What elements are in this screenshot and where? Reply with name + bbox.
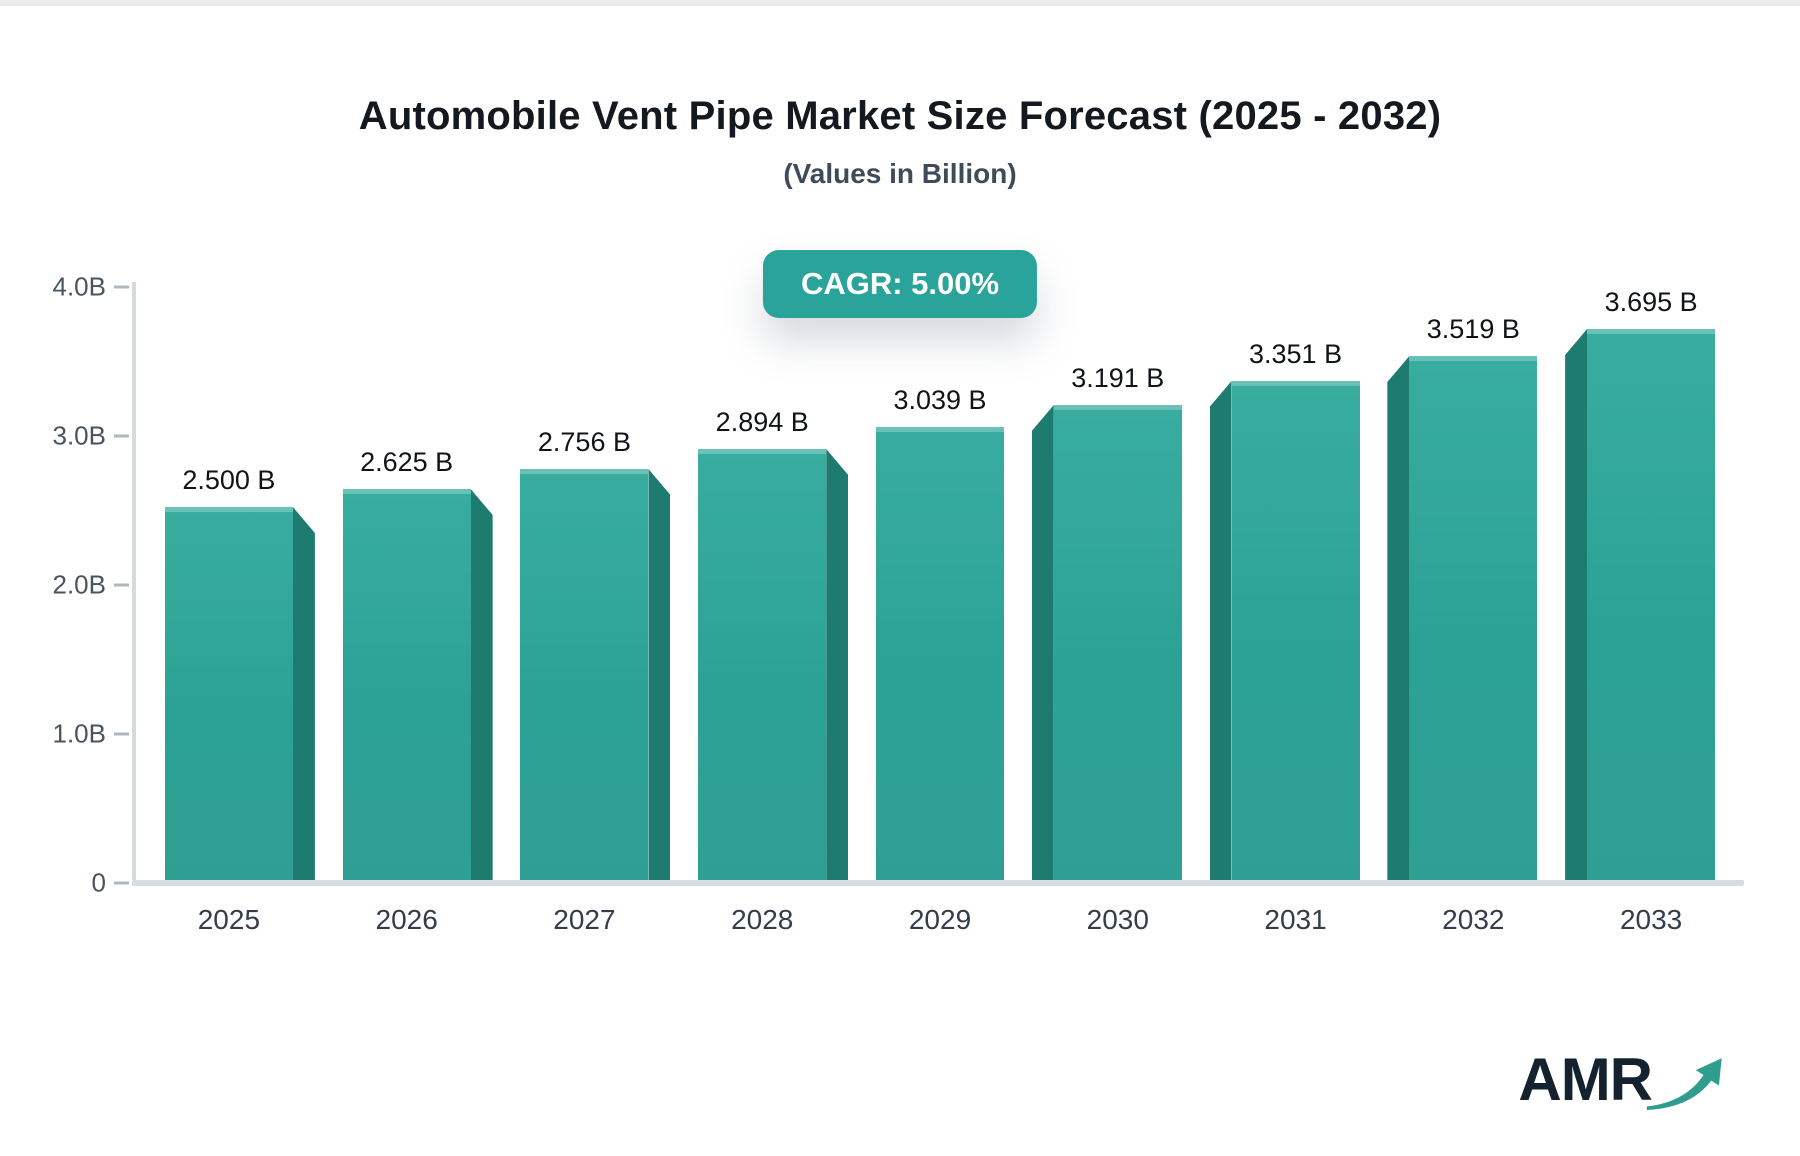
- bar-value-label: 3.039 B: [893, 385, 987, 415]
- bar-value-label: 3.191 B: [1071, 363, 1165, 393]
- bar-top-highlight: [342, 489, 471, 494]
- x-axis-label: 2030: [1086, 904, 1149, 935]
- bar-top-highlight: [1587, 329, 1716, 334]
- bar-value-label: 3.351 B: [1249, 339, 1343, 369]
- bar-value-label: 2.894 B: [715, 407, 809, 437]
- bar-2031: [1231, 381, 1360, 880]
- y-axis-tick-label: 1.0B: [52, 718, 107, 749]
- bar-value-label: 3.519 B: [1426, 314, 1520, 344]
- bar-top-highlight: [1409, 356, 1538, 361]
- top-border-strip: [0, 0, 1800, 6]
- y-axis-tick-mark: [114, 732, 129, 736]
- bar-value-label: 2.500 B: [182, 465, 276, 495]
- bar-2032: [1409, 356, 1538, 880]
- bar-top-highlight: [164, 507, 293, 512]
- bar-2028: [698, 449, 827, 880]
- y-axis-tick-label: 2.0B: [52, 569, 107, 600]
- y-axis-tick-mark: [114, 434, 129, 438]
- bar-value-label: 3.695 B: [1604, 287, 1698, 317]
- bar-2029: [876, 427, 1004, 880]
- brand-logo: AMR: [1518, 1044, 1728, 1114]
- chart-title: Automobile Vent Pipe Market Size Forecas…: [358, 94, 1442, 138]
- bar-value-label: 2.625 B: [360, 447, 454, 477]
- brand-logo-text: AMR: [1518, 1045, 1653, 1113]
- bar-top-highlight: [698, 449, 827, 454]
- bar-top-highlight: [1053, 405, 1182, 410]
- bar-2025: [164, 507, 293, 880]
- bar-side-shade: [292, 507, 315, 880]
- y-axis-tick-mark: [114, 881, 129, 885]
- bar-side-shade: [1565, 329, 1588, 880]
- bar-2027: [520, 469, 649, 880]
- bar-top-highlight: [876, 427, 1004, 432]
- growth-arrow-icon: [1646, 1058, 1722, 1110]
- bar-top-highlight: [520, 469, 649, 474]
- bar-top-highlight: [1231, 381, 1360, 386]
- bar-side-shade: [648, 469, 671, 880]
- y-axis-line: [132, 282, 136, 880]
- x-axis-label: 2025: [197, 904, 261, 935]
- bar-side-shade: [826, 449, 849, 880]
- y-axis-tick-mark: [114, 285, 129, 289]
- y-axis-tick-label: 0: [91, 867, 106, 898]
- bar-side-shade: [1031, 405, 1054, 880]
- chart-subtitle: (Values in Billion): [783, 158, 1017, 189]
- x-axis-label: 2031: [1264, 904, 1327, 935]
- bar-2026: [342, 489, 471, 880]
- y-axis-tick-mark: [114, 583, 129, 587]
- x-axis-label: 2026: [375, 904, 438, 935]
- x-axis-label: 2033: [1619, 904, 1683, 935]
- bar-side-shade: [1387, 356, 1410, 880]
- x-axis-label: 2032: [1442, 904, 1505, 935]
- y-axis-tick-label: 3.0B: [52, 420, 107, 451]
- bar-value-label: 2.756 B: [537, 427, 631, 457]
- bar-2033: [1587, 329, 1716, 880]
- bar-side-shade: [1209, 381, 1232, 880]
- cagr-badge: CAGR: 5.00%: [762, 250, 1038, 318]
- x-axis-label: 2029: [908, 904, 972, 935]
- x-axis-line: [132, 880, 1744, 886]
- bar-2030: [1053, 405, 1182, 880]
- x-axis-label: 2027: [553, 904, 616, 935]
- bar-side-shade: [470, 489, 493, 880]
- y-axis-tick-label: 4.0B: [52, 271, 107, 302]
- x-axis-label: 2028: [731, 904, 794, 935]
